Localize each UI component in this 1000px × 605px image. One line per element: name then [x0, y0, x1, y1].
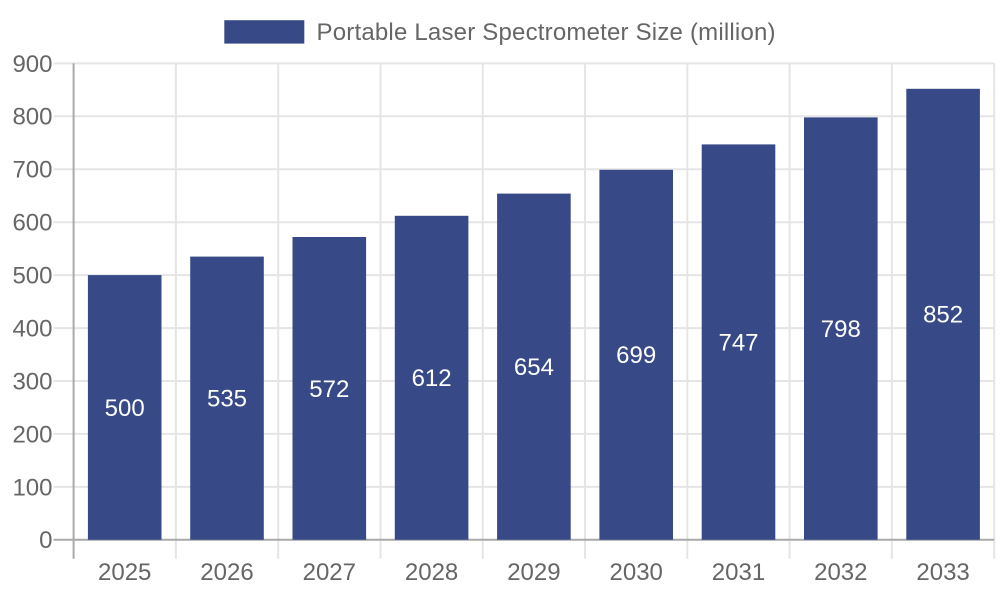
svg-text:800: 800 — [12, 104, 52, 131]
svg-text:852: 852 — [923, 302, 963, 329]
svg-text:535: 535 — [207, 386, 247, 413]
svg-text:2030: 2030 — [610, 559, 663, 586]
svg-text:654: 654 — [514, 354, 554, 381]
svg-text:500: 500 — [105, 395, 145, 422]
svg-text:900: 900 — [12, 51, 52, 78]
svg-text:2028: 2028 — [405, 559, 458, 586]
svg-text:0: 0 — [39, 527, 52, 554]
svg-text:700: 700 — [12, 157, 52, 184]
svg-text:600: 600 — [12, 210, 52, 237]
svg-text:699: 699 — [616, 342, 656, 369]
svg-text:2033: 2033 — [916, 559, 969, 586]
svg-text:747: 747 — [718, 330, 758, 357]
svg-text:572: 572 — [309, 376, 349, 403]
svg-text:400: 400 — [12, 316, 52, 343]
svg-text:300: 300 — [12, 368, 52, 395]
svg-text:2027: 2027 — [303, 559, 356, 586]
svg-text:500: 500 — [12, 263, 52, 290]
svg-text:2025: 2025 — [98, 559, 151, 586]
svg-text:2026: 2026 — [200, 559, 253, 586]
svg-text:100: 100 — [12, 474, 52, 501]
svg-text:2032: 2032 — [814, 559, 867, 586]
svg-text:200: 200 — [12, 421, 52, 448]
svg-text:798: 798 — [821, 316, 861, 343]
svg-text:Portable Laser Spectrometer Si: Portable Laser Spectrometer Size (millio… — [317, 19, 776, 46]
svg-text:2031: 2031 — [712, 559, 765, 586]
svg-text:2029: 2029 — [507, 559, 560, 586]
svg-text:612: 612 — [412, 365, 452, 392]
